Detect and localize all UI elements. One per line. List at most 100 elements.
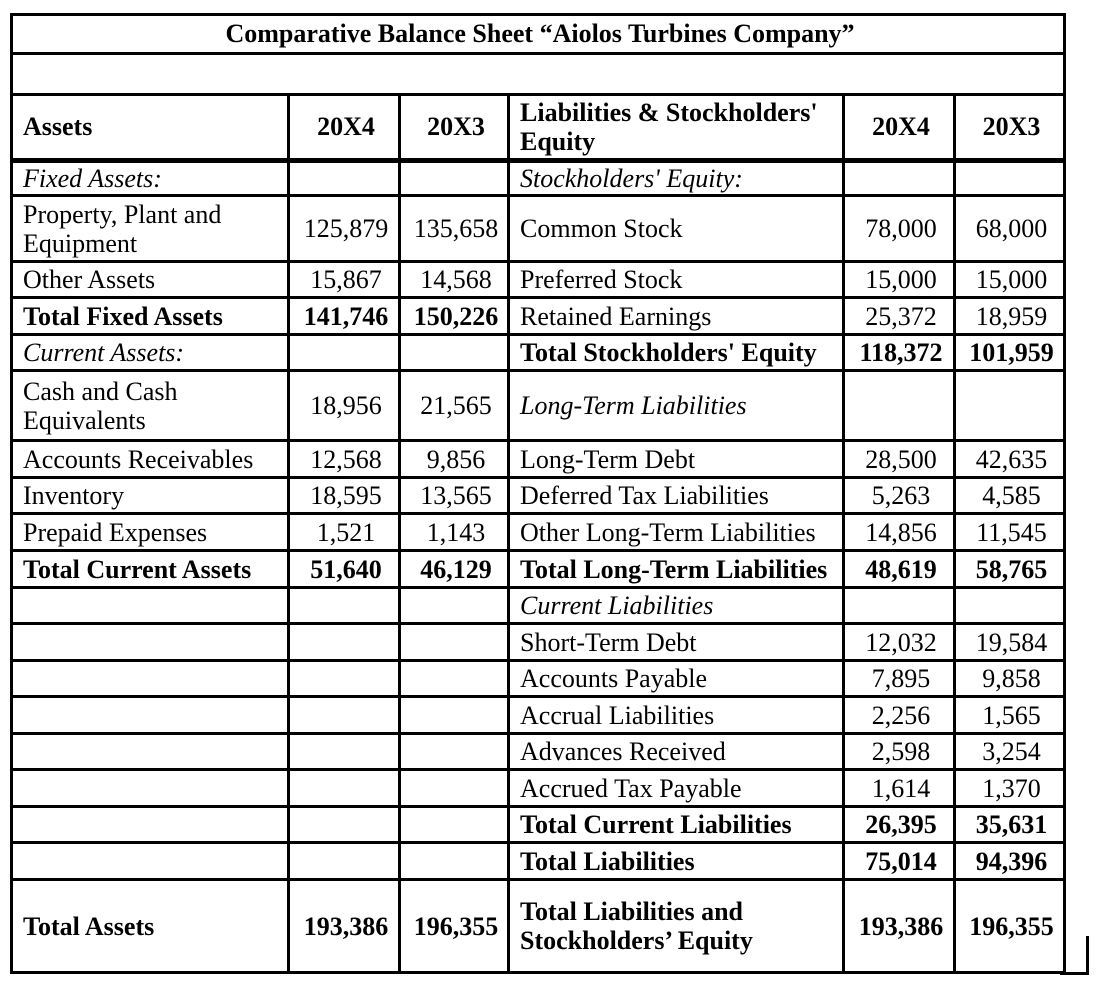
table-row: Other Assets 15,867 14,568 Preferred Sto… [10, 260, 1067, 300]
table-row: Total Fixed Assets 141,746 150,226 Retai… [10, 296, 1067, 337]
asset-label [10, 695, 290, 736]
table-row: Fixed Assets: Stockholders' Equity: [10, 158, 1067, 198]
liability-20x3: 58,765 [952, 549, 1067, 590]
asset-label: Fixed Assets: [10, 158, 290, 198]
liability-label: Total Current Liabilities [507, 805, 845, 845]
liability-20x4: 26,395 [842, 805, 956, 845]
col-header-assets-20x3: 20X3 [398, 93, 510, 163]
asset-20x3: 46,129 [398, 549, 510, 590]
asset-label [10, 768, 290, 809]
asset-label: Cash and Cash Equivalents [10, 369, 290, 443]
table-row: Total Current Liabilities 26,395 35,631 [10, 805, 1067, 845]
asset-20x3: 14,568 [398, 260, 510, 300]
asset-20x4: 18,956 [287, 369, 401, 443]
table-row: Current Assets: Total Stockholders' Equi… [10, 333, 1067, 373]
liability-20x3: 94,396 [952, 841, 1067, 882]
liability-20x4: 2,598 [842, 732, 956, 772]
spacer-row [9, 52, 1067, 96]
asset-20x3: 1,143 [398, 512, 510, 553]
asset-20x4: 12,568 [287, 439, 401, 480]
liability-label: Accrued Tax Payable [507, 768, 845, 809]
liability-20x3: 35,631 [952, 805, 1067, 845]
asset-20x4 [287, 158, 401, 198]
asset-20x3 [398, 805, 510, 845]
asset-label: Accounts Receivables [10, 439, 290, 480]
liability-label: Long-Term Liabilities [507, 369, 845, 443]
asset-label [10, 805, 290, 845]
asset-20x4 [287, 768, 401, 809]
asset-label [10, 586, 290, 626]
asset-20x3 [398, 659, 510, 699]
liability-label: Total Stockholders' Equity [507, 333, 845, 373]
liability-20x4: 5,263 [842, 476, 956, 516]
liability-20x3: 11,545 [952, 512, 1067, 553]
liability-20x4 [842, 158, 956, 198]
liability-label: Stockholders' Equity: [507, 158, 845, 198]
table-row: Short-Term Debt 12,032 19,584 [10, 622, 1067, 663]
asset-20x4: 15,867 [287, 260, 401, 300]
liability-20x3: 1,565 [952, 695, 1067, 736]
asset-20x3: 9,856 [398, 439, 510, 480]
page-edge-vertical-line [1086, 936, 1089, 975]
asset-20x3: 135,658 [398, 194, 510, 264]
asset-20x3 [398, 695, 510, 736]
table-row: Accounts Payable 7,895 9,858 [10, 659, 1067, 699]
asset-20x3: 196,355 [398, 878, 510, 975]
liability-label: Other Long-Term Liabilities [507, 512, 845, 553]
liability-20x4: 193,386 [842, 878, 956, 975]
liability-20x3: 42,635 [952, 439, 1067, 480]
page-edge-horizontal-line [1060, 972, 1089, 975]
spacer-cell [9, 52, 1067, 96]
asset-20x4 [287, 659, 401, 699]
liability-20x4 [842, 369, 956, 443]
asset-label: Total Fixed Assets [10, 296, 290, 337]
asset-20x3 [398, 622, 510, 663]
asset-20x4: 1,521 [287, 512, 401, 553]
asset-label: Current Assets: [10, 333, 290, 373]
asset-label: Total Assets [10, 878, 290, 975]
liability-20x4: 25,372 [842, 296, 956, 337]
liability-20x3: 3,254 [952, 732, 1067, 772]
liability-label: Accounts Payable [507, 659, 845, 699]
liability-20x3: 9,858 [952, 659, 1067, 699]
asset-20x4: 193,386 [287, 878, 401, 975]
col-header-assets-20x4: 20X4 [287, 93, 401, 163]
asset-label [10, 841, 290, 882]
table-row: Property, Plant and Equipment 125,879 13… [10, 194, 1067, 264]
asset-label [10, 659, 290, 699]
asset-20x3: 21,565 [398, 369, 510, 443]
header-row: Assets 20X4 20X3 Liabilities & Stockhold… [10, 93, 1067, 163]
liability-20x3: 19,584 [952, 622, 1067, 663]
liability-label: Total Liabilities and Stockholders’ Equi… [507, 878, 845, 975]
asset-label: Other Assets [10, 260, 290, 300]
asset-20x4 [287, 732, 401, 772]
liability-label: Retained Earnings [507, 296, 845, 337]
liability-20x3: 4,585 [952, 476, 1067, 516]
table-row: Total Assets 193,386 196,355 Total Liabi… [10, 878, 1067, 975]
balance-sheet-table: Comparative Balance Sheet “Aiolos Turbin… [9, 13, 1067, 975]
liability-20x3: 68,000 [952, 194, 1067, 264]
asset-label: Prepaid Expenses [10, 512, 290, 553]
liability-label: Short-Term Debt [507, 622, 845, 663]
asset-label: Property, Plant and Equipment [10, 194, 290, 264]
liability-20x3: 1,370 [952, 768, 1067, 809]
liability-20x4: 118,372 [842, 333, 956, 373]
asset-20x4 [287, 695, 401, 736]
liability-label: Accrual Liabilities [507, 695, 845, 736]
liability-label: Deferred Tax Liabilities [507, 476, 845, 516]
col-header-liabilities: Liabilities & Stockholders' Equity [507, 93, 845, 163]
asset-20x3 [398, 841, 510, 882]
liability-label: Common Stock [507, 194, 845, 264]
table-row: Current Liabilities [10, 586, 1067, 626]
asset-20x4: 18,595 [287, 476, 401, 516]
liability-20x3 [952, 369, 1067, 443]
liability-20x4: 48,619 [842, 549, 956, 590]
liability-20x3: 196,355 [952, 878, 1067, 975]
liability-label: Total Liabilities [507, 841, 845, 882]
col-header-assets: Assets [10, 93, 290, 163]
liability-label: Current Liabilities [507, 586, 845, 626]
liability-20x4: 1,614 [842, 768, 956, 809]
asset-20x4 [287, 805, 401, 845]
liability-20x4: 2,256 [842, 695, 956, 736]
sheet-title: Comparative Balance Sheet “Aiolos Turbin… [9, 13, 1067, 55]
